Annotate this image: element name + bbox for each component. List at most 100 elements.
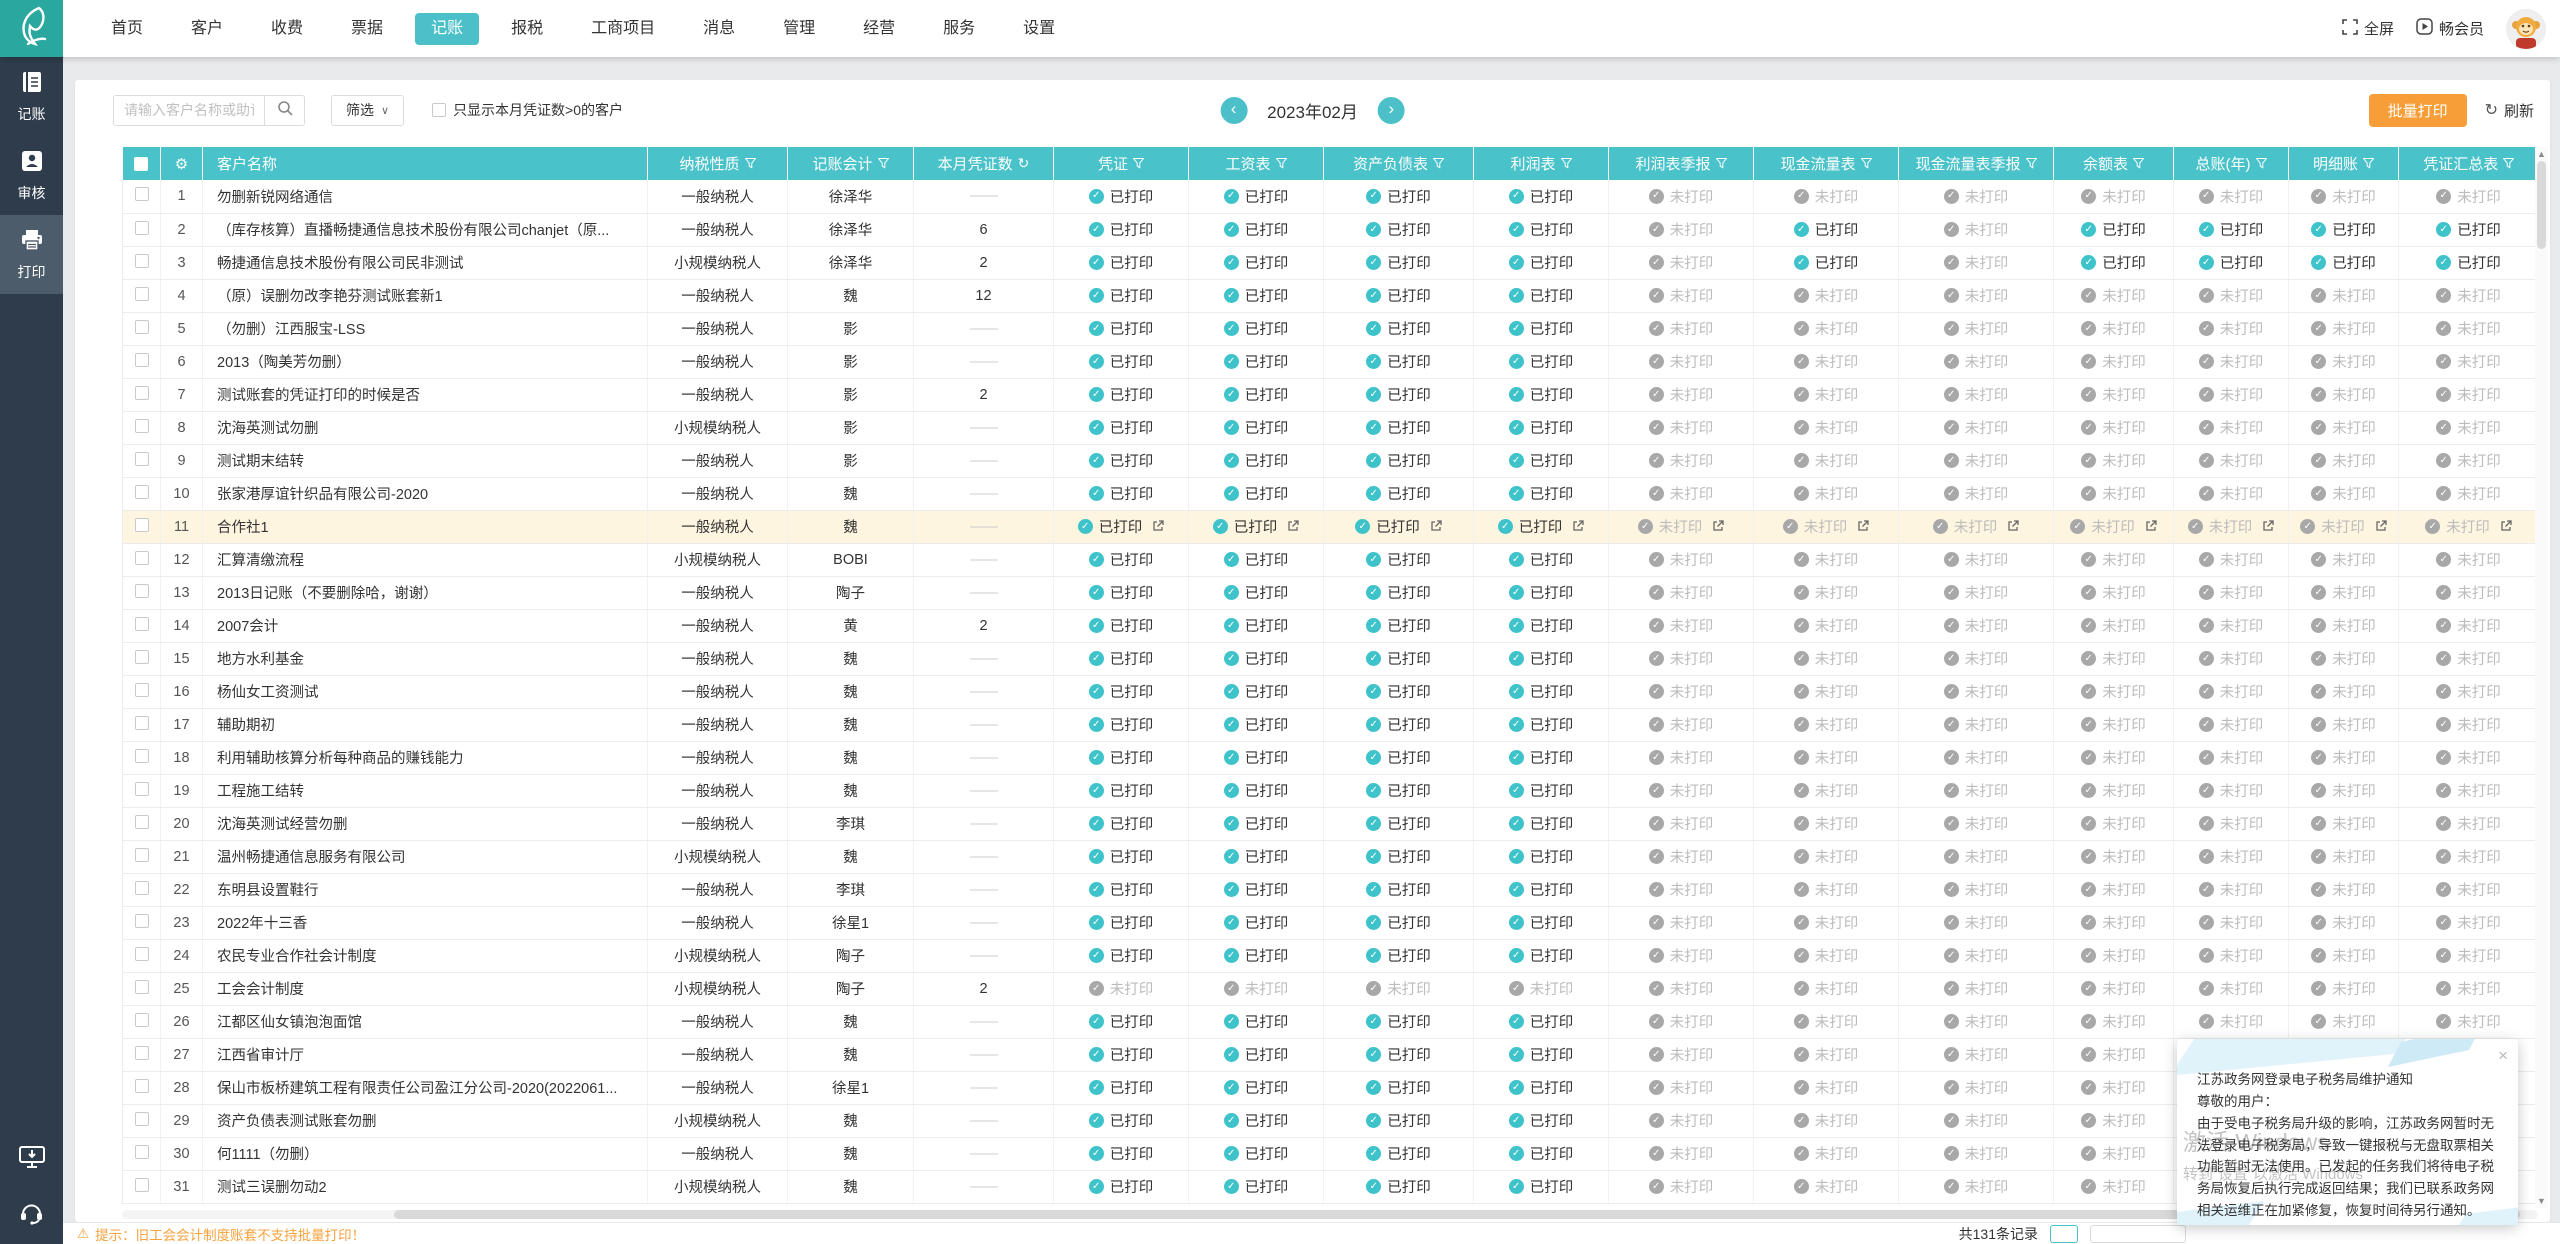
external-link-icon[interactable] [2145,519,2157,535]
print-status-badge[interactable]: ✓ 已打印 [1088,549,1153,570]
print-status-badge[interactable]: ✓ 已打印 [1366,846,1431,867]
print-status-badge[interactable]: ✓未打印 [1793,186,1858,207]
print-status-badge[interactable]: ✓ 已打印 [1508,1110,1573,1131]
print-status-badge[interactable]: ✓未打印 [1943,1011,2008,1032]
print-status-badge[interactable]: ✓ 已打印 [1508,1011,1573,1032]
print-status-badge[interactable]: ✓未打印 [2081,846,2146,867]
print-status-badge[interactable]: ✓未打印 [2081,417,2146,438]
customer-name-cell[interactable]: 2007会计 [202,609,648,643]
print-status-badge[interactable]: ✓ 已打印 [1366,219,1431,240]
print-status-badge[interactable]: ✓未打印 [2187,516,2275,537]
print-status-badge[interactable]: ✓未打印 [1793,1077,1858,1098]
print-status-badge[interactable]: ✓未打印 [2198,285,2263,306]
print-status-badge[interactable]: ✓未打印 [2436,945,2501,966]
print-status-badge[interactable]: ✓未打印 [1943,714,2008,735]
print-status-badge[interactable]: ✓ 已打印 [1508,681,1573,702]
print-status-badge[interactable]: ✓未打印 [1943,318,2008,339]
print-status-badge[interactable]: ✓ 已打印 [2198,252,2263,273]
print-status-badge[interactable]: ✓ 已打印 [1088,912,1153,933]
prev-month-button[interactable]: ‹ [1220,96,1248,124]
horizontal-scrollbar[interactable] [122,1210,2538,1219]
print-status-badge[interactable]: ✓ 已打印 [2436,219,2501,240]
print-status-badge[interactable]: ✓未打印 [2436,417,2501,438]
customer-name-cell[interactable]: 测试三误删勿动2 [202,1170,648,1204]
print-status-badge[interactable]: ✓未打印 [1943,1143,2008,1164]
print-status-badge[interactable]: ✓未打印 [1366,978,1431,999]
filter-funnel-icon[interactable] [876,155,890,172]
print-status-badge[interactable]: ✓未打印 [2436,285,2501,306]
print-status-badge[interactable]: ✓ 已打印 [1508,879,1573,900]
print-status-badge[interactable]: ✓未打印 [2300,516,2387,537]
print-status-badge[interactable]: ✓未打印 [1508,978,1573,999]
customer-name-cell[interactable]: 畅捷通信息技术股份有限公司民非测试 [202,246,648,280]
print-status-badge[interactable]: ✓未打印 [2436,483,2501,504]
customer-name-cell[interactable]: 沈海英测试勿删 [202,411,648,445]
print-status-badge[interactable]: ✓ 已打印 [1088,747,1153,768]
print-status-badge[interactable]: ✓未打印 [1943,1176,2008,1197]
external-link-icon[interactable] [1572,519,1584,535]
print-status-badge[interactable]: ✓未打印 [1782,516,1870,537]
print-status-badge[interactable]: ✓未打印 [1648,582,1713,603]
customer-name-cell[interactable]: 地方水利基金 [202,642,648,676]
refresh-icon[interactable]: ↻ [1017,155,1030,171]
print-status-badge[interactable]: ✓未打印 [1793,714,1858,735]
customer-name-cell[interactable]: （勿删）江西服宝-LSS [202,312,648,346]
print-status-badge[interactable]: ✓未打印 [1223,978,1288,999]
print-status-badge[interactable]: ✓ 已打印 [1223,252,1288,273]
print-status-badge[interactable]: ✓未打印 [2311,549,2376,570]
customer-name-cell[interactable]: （库存核算）直播畅捷通信息技术股份有限公司chanjet（原... [202,213,648,247]
print-status-badge[interactable]: ✓ 已打印 [1508,384,1573,405]
print-status-badge[interactable]: ✓未打印 [1793,648,1858,669]
print-status-badge[interactable]: ✓ 已打印 [1366,1077,1431,1098]
nav-item-settings[interactable]: 设置 [1023,20,1056,37]
print-status-badge[interactable]: ✓ 已打印 [1508,549,1573,570]
print-status-badge[interactable]: ✓未打印 [2311,945,2376,966]
print-status-badge[interactable]: ✓未打印 [1648,1143,1713,1164]
print-status-badge[interactable]: ✓ 已打印 [1223,450,1288,471]
print-status-badge[interactable]: ✓未打印 [2081,1110,2146,1131]
print-status-badge[interactable]: ✓未打印 [2081,1077,2146,1098]
print-status-badge[interactable]: ✓ 已打印 [1366,285,1431,306]
print-status-badge[interactable]: ✓未打印 [2198,912,2263,933]
print-status-badge[interactable]: ✓ 已打印 [1508,747,1573,768]
print-status-badge[interactable]: ✓未打印 [2436,978,2501,999]
row-checkbox[interactable] [134,253,149,268]
print-status-badge[interactable]: ✓ 已打印 [2311,219,2376,240]
print-status-badge[interactable]: ✓ 已打印 [1088,1011,1153,1032]
external-link-icon[interactable] [2500,519,2512,535]
print-status-badge[interactable]: ✓未打印 [2198,879,2263,900]
print-status-badge[interactable]: ✓未打印 [1793,549,1858,570]
print-status-badge[interactable]: ✓未打印 [1932,516,2020,537]
external-link-icon[interactable] [2007,519,2019,535]
column-header-customer-name[interactable]: 客户名称 [202,147,648,180]
column-header-tax-type[interactable]: 纳税性质 [647,147,788,180]
print-status-badge[interactable]: ✓未打印 [1793,1176,1858,1197]
print-status-badge[interactable]: ✓ 已打印 [1223,285,1288,306]
print-status-badge[interactable]: ✓ 已打印 [1508,615,1573,636]
print-status-badge[interactable]: ✓ 已打印 [1223,1077,1288,1098]
print-status-badge[interactable]: ✓未打印 [1943,978,2008,999]
print-status-badge[interactable]: ✓未打印 [2425,516,2512,537]
print-status-badge[interactable]: ✓未打印 [1648,351,1713,372]
customer-name-cell[interactable]: 温州畅捷通信息服务有限公司 [202,840,648,874]
print-status-badge[interactable]: ✓ 已打印 [1366,351,1431,372]
print-status-badge[interactable]: ✓ 已打印 [1223,813,1288,834]
print-status-badge[interactable]: ✓ 已打印 [1088,483,1153,504]
row-checkbox[interactable] [134,748,149,763]
row-checkbox[interactable] [134,715,149,730]
row-checkbox[interactable] [134,1012,149,1027]
print-status-badge[interactable]: ✓ 已打印 [1366,912,1431,933]
print-status-badge[interactable]: ✓未打印 [2198,186,2263,207]
print-status-badge[interactable]: ✓ 已打印 [1223,714,1288,735]
print-status-badge[interactable]: ✓未打印 [2081,318,2146,339]
print-status-badge[interactable]: ✓未打印 [2436,1011,2501,1032]
row-checkbox[interactable] [134,187,149,202]
print-status-badge[interactable]: ✓未打印 [2198,1011,2263,1032]
print-status-badge[interactable]: ✓ 已打印 [1088,1176,1153,1197]
print-status-badge[interactable]: ✓ 已打印 [1508,780,1573,801]
print-status-badge[interactable]: ✓未打印 [2198,549,2263,570]
print-status-badge[interactable]: ✓ 已打印 [1088,384,1153,405]
print-status-badge[interactable]: ✓未打印 [2198,450,2263,471]
print-status-badge[interactable]: ✓ 已打印 [1088,879,1153,900]
external-link-icon[interactable] [2375,519,2387,535]
